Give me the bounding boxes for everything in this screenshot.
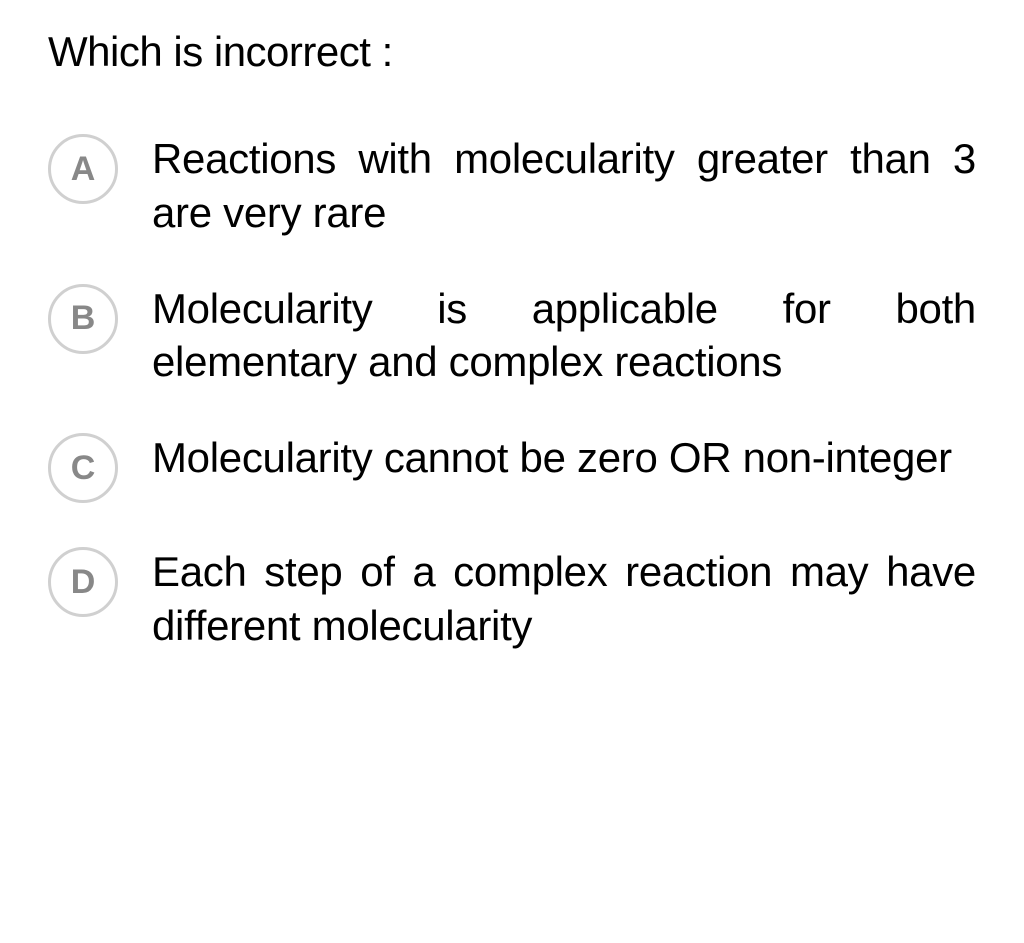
option-text-a: Reactions with molecularity greater than… <box>152 132 976 240</box>
question-title: Which is incorrect : <box>48 28 976 76</box>
option-badge-b: B <box>48 284 118 354</box>
option-badge-c: C <box>48 433 118 503</box>
options-container: A Reactions with molecularity greater th… <box>48 132 976 653</box>
option-text-d: Each step of a complex reaction may have… <box>152 545 976 653</box>
option-a[interactable]: A Reactions with molecularity greater th… <box>48 132 976 240</box>
option-c[interactable]: C Molecularity cannot be zero OR non-int… <box>48 431 976 503</box>
option-text-b: Molecularity is applicable for both elem… <box>152 282 976 390</box>
option-d[interactable]: D Each step of a complex reaction may ha… <box>48 545 976 653</box>
option-b[interactable]: B Molecularity is applicable for both el… <box>48 282 976 390</box>
option-text-c: Molecularity cannot be zero OR non-integ… <box>152 431 976 485</box>
option-badge-a: A <box>48 134 118 204</box>
option-badge-d: D <box>48 547 118 617</box>
